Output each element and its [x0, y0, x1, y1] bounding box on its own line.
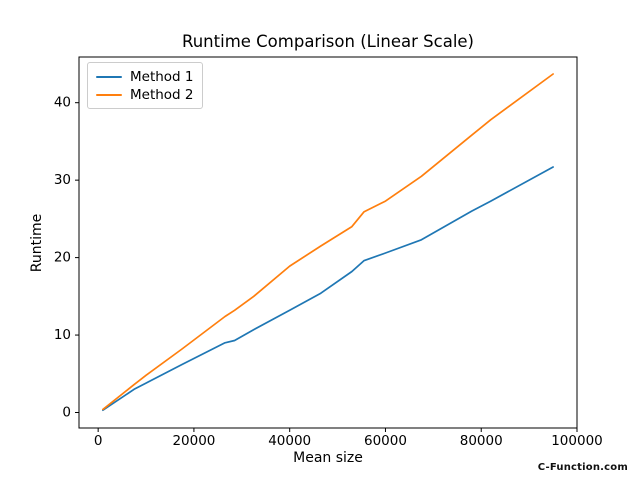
- legend-box: Method 1 Method 2: [87, 62, 203, 109]
- y-axis-label: Runtime: [29, 213, 45, 273]
- x-axis-label: Mean size: [293, 450, 363, 466]
- x-tick-label: 100000: [551, 433, 603, 449]
- legend-label-method-1: Method 1: [130, 69, 194, 85]
- x-tick-label: 40000: [268, 433, 311, 449]
- x-tick-label: 60000: [364, 433, 407, 449]
- legend-entry-method-1: Method 1: [96, 68, 194, 86]
- plot-border: [78, 56, 578, 429]
- legend-label-method-2: Method 2: [130, 87, 194, 103]
- legend-line-swatch-method-1: [96, 75, 122, 79]
- series-line-method-1: [102, 166, 554, 412]
- legend-entry-method-2: Method 2: [96, 86, 194, 104]
- y-tick-label: 30: [54, 172, 71, 188]
- legend-line-swatch-method-2: [96, 93, 122, 97]
- x-tick-label: 80000: [460, 433, 503, 449]
- y-tick-label: 20: [54, 250, 71, 266]
- y-tick-label: 40: [54, 95, 71, 111]
- chart-title: Runtime Comparison (Linear Scale): [182, 32, 474, 51]
- y-tick-label: 0: [62, 405, 71, 421]
- x-tick-label: 20000: [172, 433, 215, 449]
- x-tick-label: 0: [94, 433, 103, 449]
- watermark: C-Function.com: [537, 462, 628, 473]
- y-tick-label: 10: [54, 327, 71, 343]
- series-line-method-2: [102, 73, 554, 411]
